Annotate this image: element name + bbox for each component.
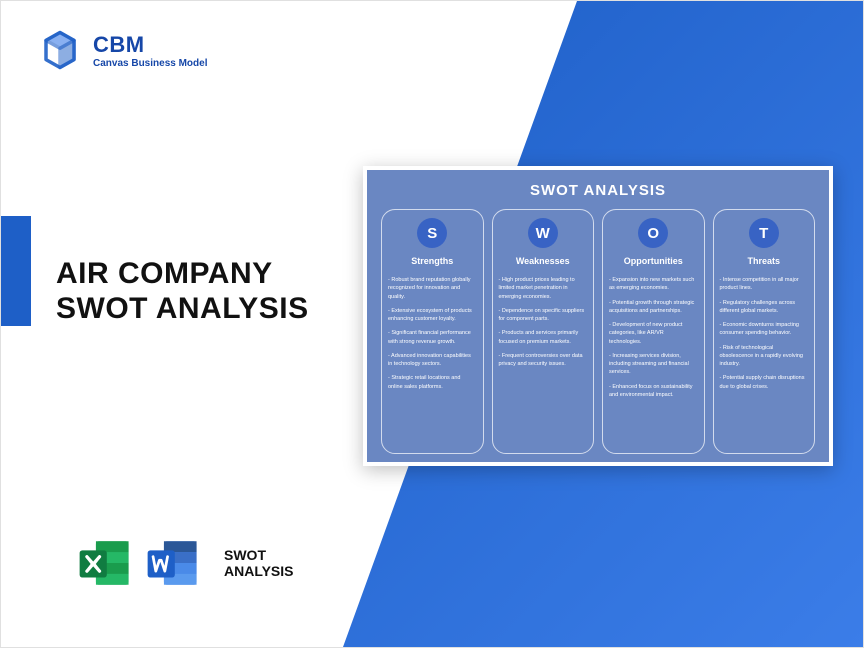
brand-text: CBM Canvas Business Model xyxy=(93,32,207,69)
swot-item: - Advanced innovation capabilities in te… xyxy=(388,352,477,369)
footer-label-line-2: ANALYSIS xyxy=(224,563,294,579)
swot-card-title: SWOT ANALYSIS xyxy=(381,182,815,199)
swot-item: - Potential growth through strategic acq… xyxy=(609,299,698,316)
excel-icon xyxy=(76,534,134,592)
title-line-1: AIR COMPANY xyxy=(56,257,309,292)
swot-category-name: Strengths xyxy=(411,256,453,266)
swot-item: - Risk of technological obsolescence in … xyxy=(720,344,809,369)
swot-item: - Economic downturns impacting consumer … xyxy=(720,321,809,338)
swot-category-name: Weaknesses xyxy=(516,256,570,266)
swot-column: S Strengths - Robust brand reputation glob… xyxy=(381,209,484,454)
footer-label: SWOT ANALYSIS xyxy=(224,547,294,579)
swot-item: - Frequent controversies over data priva… xyxy=(499,352,588,369)
swot-item: - Significant financial performance with… xyxy=(388,329,477,346)
accent-bar xyxy=(1,216,31,326)
swot-column: O Opportunities - Expansion into new marke… xyxy=(602,209,705,454)
swot-item: - Increasing services division, includin… xyxy=(609,352,698,377)
swot-item: - Dependence on specific suppliers for c… xyxy=(499,307,588,324)
swot-item: - Products and services primarily focuse… xyxy=(499,329,588,346)
swot-items: - Intense competition in all major produ… xyxy=(720,276,809,397)
swot-items: - Expansion into new markets such as eme… xyxy=(609,276,698,405)
swot-items: - Robust brand reputation globally recog… xyxy=(388,276,477,397)
swot-item: - Intense competition in all major produ… xyxy=(720,276,809,293)
swot-item: - Development of new product categories,… xyxy=(609,321,698,346)
swot-category-name: Threats xyxy=(747,256,780,266)
swot-letter: S xyxy=(417,218,447,248)
swot-category-name: Opportunities xyxy=(624,256,683,266)
swot-letter: W xyxy=(528,218,558,248)
footer-icons: SWOT ANALYSIS xyxy=(76,534,294,592)
swot-items: - High product prices leading to limited… xyxy=(499,276,588,374)
swot-item: - Expansion into new markets such as eme… xyxy=(609,276,698,293)
swot-item: - Extensive ecosystem of products enhanc… xyxy=(388,307,477,324)
title-line-2: SWOT ANALYSIS xyxy=(56,292,309,327)
footer-label-line-1: SWOT xyxy=(224,547,294,563)
cbm-logo-icon xyxy=(39,29,81,71)
brand-header: CBM Canvas Business Model xyxy=(39,29,207,71)
swot-letter: T xyxy=(749,218,779,248)
swot-item: - Robust brand reputation globally recog… xyxy=(388,276,477,301)
swot-column: W Weaknesses - High product prices leading… xyxy=(492,209,595,454)
swot-item: - Potential supply chain disruptions due… xyxy=(720,374,809,391)
swot-item: - Regulatory challenges across different… xyxy=(720,299,809,316)
swot-column: T Threats - Intense competition in all maj… xyxy=(713,209,816,454)
main-title: AIR COMPANY SWOT ANALYSIS xyxy=(56,257,309,326)
swot-columns: S Strengths - Robust brand reputation glob… xyxy=(381,209,815,454)
swot-item: - Strategic retail locations and online … xyxy=(388,374,477,391)
word-icon xyxy=(144,534,202,592)
brand-subtitle: Canvas Business Model xyxy=(93,58,207,69)
swot-item: - High product prices leading to limited… xyxy=(499,276,588,301)
swot-item: - Enhanced focus on sustainability and e… xyxy=(609,383,698,400)
swot-letter: O xyxy=(638,218,668,248)
brand-title: CBM xyxy=(93,32,207,58)
swot-card: SWOT ANALYSIS S Strengths - Robust brand r… xyxy=(363,166,833,466)
